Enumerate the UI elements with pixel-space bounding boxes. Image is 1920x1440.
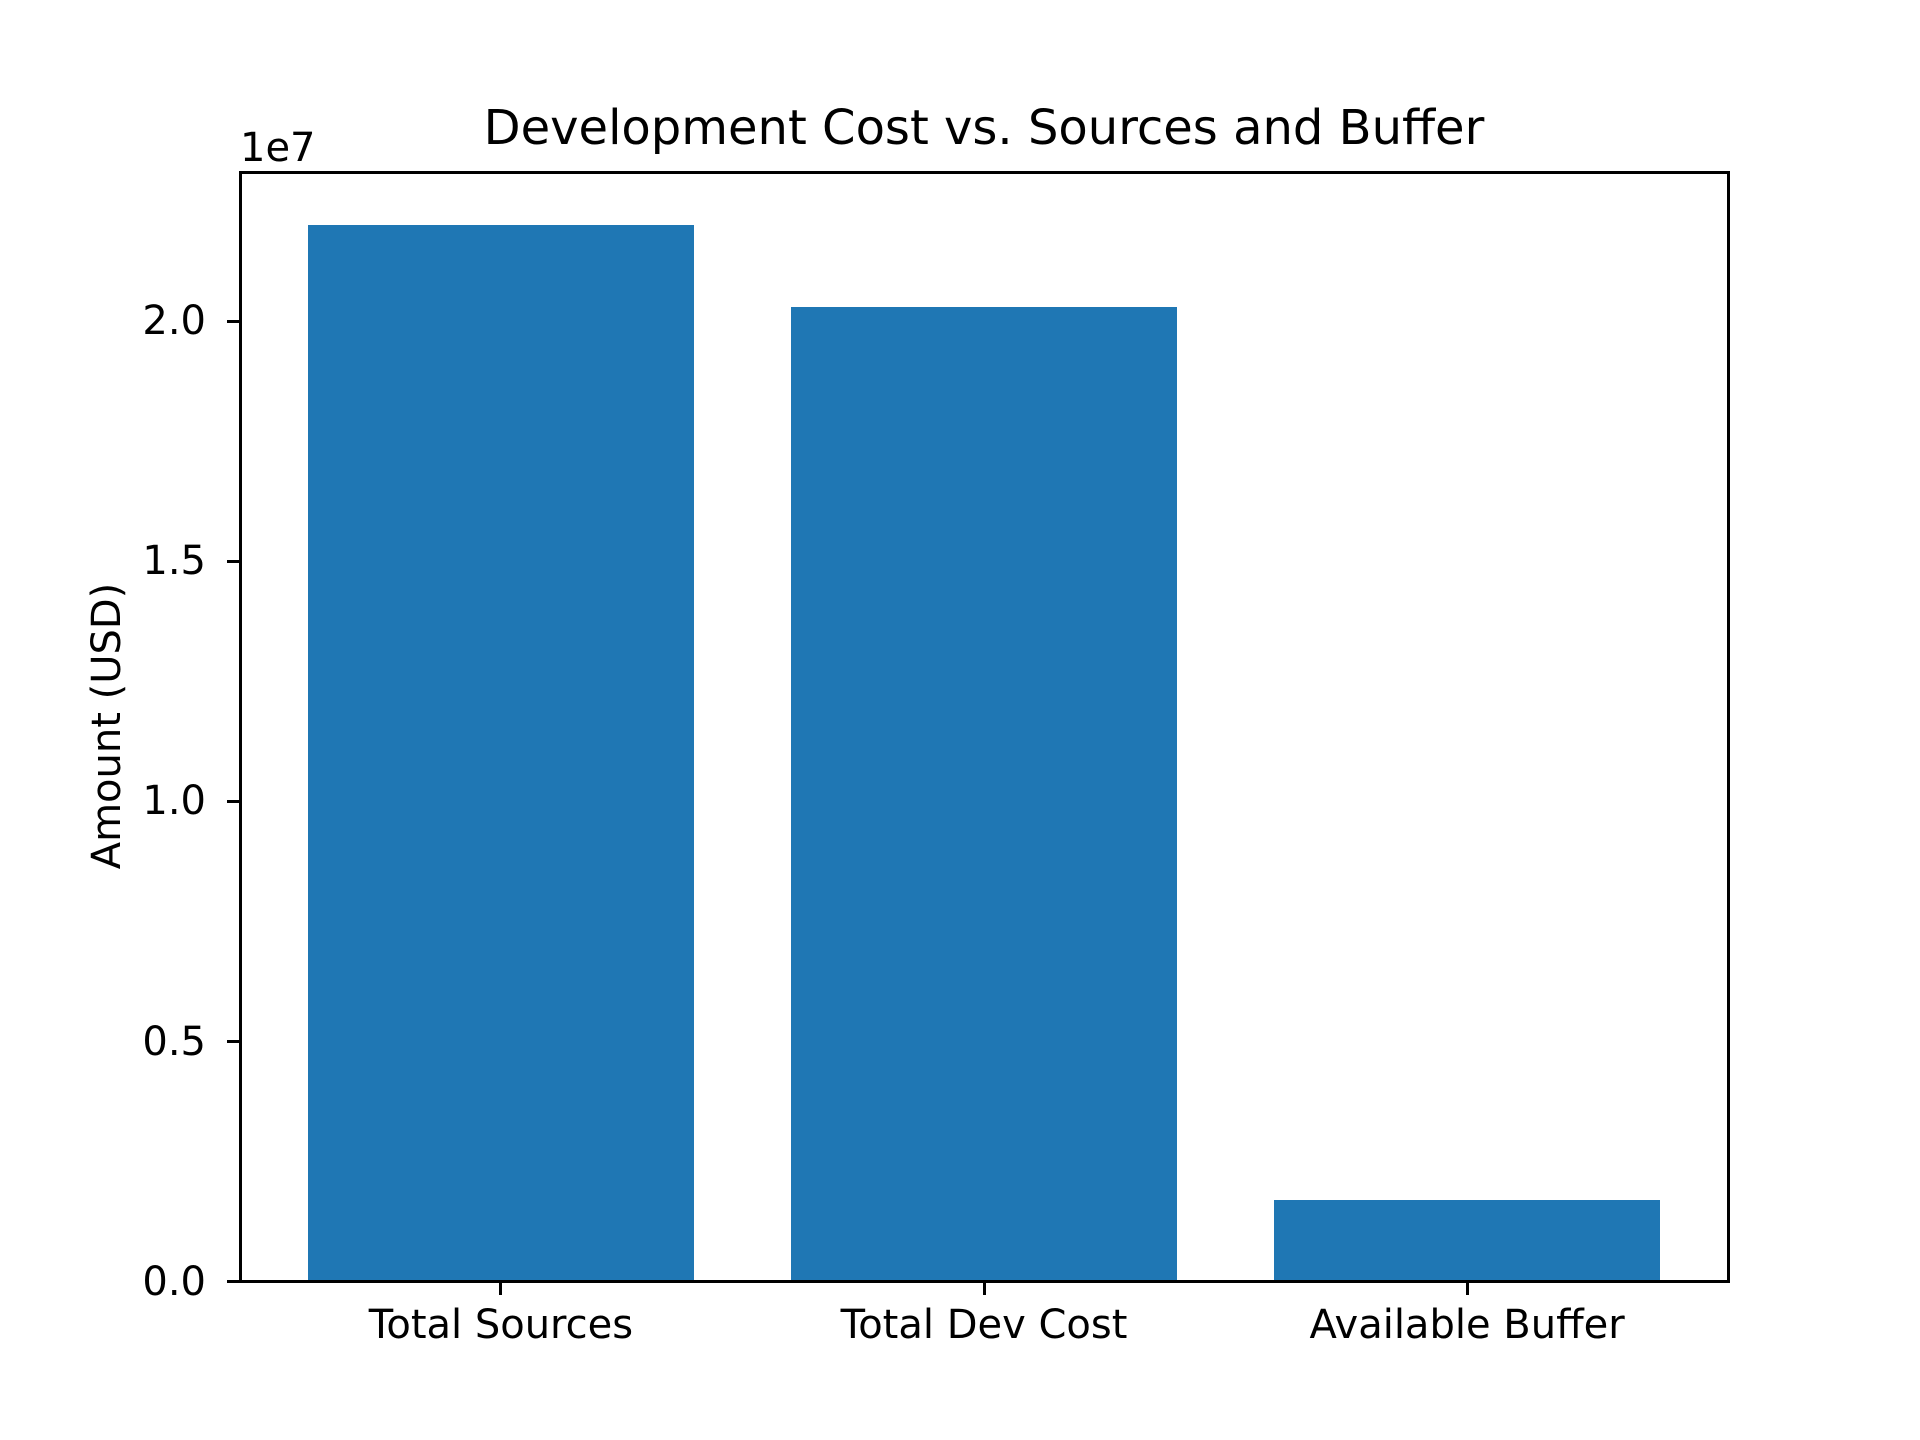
y-tick-label: 0.0 [142, 1258, 206, 1305]
y-tick-mark [227, 799, 239, 803]
plot-area [239, 171, 1730, 1283]
x-tick-label-total-dev-cost: Total Dev Cost [840, 1302, 1128, 1348]
y-tick-mark [227, 319, 239, 323]
y-tick-label: 1.0 [142, 778, 206, 825]
bar-total-dev-cost [790, 306, 1178, 1280]
x-tick-mark [982, 1283, 986, 1295]
bar-available-buffer [1273, 1199, 1661, 1280]
y-axis-label: Amount (USD) [84, 582, 130, 870]
x-tick-mark [499, 1283, 503, 1295]
x-tick-label-available-buffer: Available Buffer [1309, 1302, 1625, 1348]
x-tick-label-total-sources: Total Sources [368, 1302, 634, 1348]
y-tick-mark [227, 1040, 239, 1043]
y-tick-label: 2.0 [142, 298, 206, 345]
y-tick-label: 0.5 [142, 1018, 206, 1065]
x-tick-mark [1465, 1283, 1469, 1295]
y-tick-label: 1.5 [142, 538, 206, 585]
bar-total-sources [307, 225, 695, 1280]
y-tick-mark [227, 1280, 239, 1283]
y-tick-mark [227, 559, 239, 563]
chart-title: Development Cost vs. Sources and Buffer [483, 100, 1485, 156]
y-axis-offset-text: 1e7 [240, 125, 316, 171]
